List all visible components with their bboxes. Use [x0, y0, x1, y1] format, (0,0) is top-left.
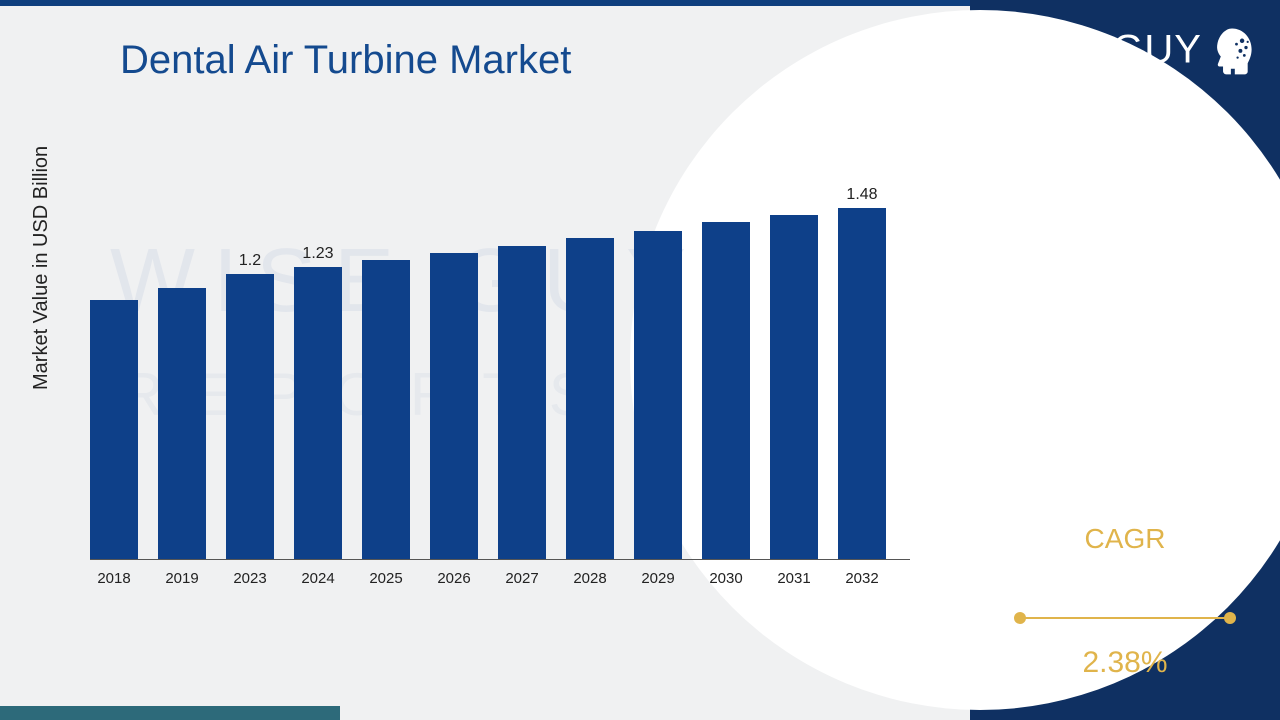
brand-name-main: WISE GUY: [994, 24, 1260, 80]
brand-logo: WISE GUY REPORTS: [994, 24, 1260, 97]
bar-rect: [90, 300, 138, 559]
bar-2019: 2019: [158, 288, 206, 559]
bar-value-label: 1.2: [239, 252, 261, 270]
y-axis-label: Market Value in USD Billion: [30, 146, 53, 390]
chart-title: Dental Air Turbine Market: [120, 38, 571, 83]
cagr-divider-line: [1020, 608, 1230, 628]
bar-category-label: 2018: [97, 570, 130, 587]
bottom-accent-strip: [0, 706, 340, 720]
bar-2028: 2028: [566, 238, 614, 559]
head-icon: [1204, 24, 1260, 80]
bar-category-label: 2032: [845, 570, 878, 587]
bar-rect: [362, 260, 410, 559]
bar-chart: 201820191.220231.23202420252026202720282…: [80, 180, 910, 600]
cagr-dot-right-icon: [1224, 612, 1236, 624]
bar-rect: [430, 253, 478, 559]
bar-rect: [226, 274, 274, 559]
bar-rect: [838, 208, 886, 560]
bar-2027: 2027: [498, 246, 546, 560]
bar-2029: 2029: [634, 231, 682, 559]
bar-category-label: 2031: [777, 570, 810, 587]
cagr-block: CAGR (2019-2032) 2.38%: [1000, 523, 1250, 680]
bar-category-label: 2027: [505, 570, 538, 587]
bar-2030: 2030: [702, 222, 750, 559]
bar-category-label: 2030: [709, 570, 742, 587]
bar-rect: [498, 246, 546, 560]
cagr-value: 2.38%: [1000, 646, 1250, 680]
bar-rect: [770, 215, 818, 559]
bar-rect: [158, 288, 206, 559]
bar-category-label: 2019: [165, 570, 198, 587]
bar-2031: 2031: [770, 215, 818, 559]
bar-category-label: 2024: [301, 570, 334, 587]
bar-2018: 2018: [90, 300, 138, 559]
bar-rect: [634, 231, 682, 559]
bar-category-label: 2028: [573, 570, 606, 587]
bar-2023: 1.22023: [226, 252, 274, 559]
brand-name-text: WISE GUY: [994, 28, 1202, 72]
cagr-range: (2019-2032): [1000, 557, 1250, 588]
bar-2026: 2026: [430, 253, 478, 559]
bar-value-label: 1.48: [846, 186, 877, 204]
cagr-label: CAGR: [1000, 523, 1250, 555]
bar-2025: 2025: [362, 260, 410, 559]
bars-plot-area: 2018 2019 1.22023 1.232024 2025 2026 2027 2028 2…: [90, 180, 910, 560]
bar-value-label: 1.23: [302, 245, 333, 263]
bar-2032: 1.482032: [838, 186, 886, 560]
bar-rect: [294, 267, 342, 559]
bar-2024: 1.232024: [294, 245, 342, 559]
bar-rect: [566, 238, 614, 559]
bar-category-label: 2025: [369, 570, 402, 587]
cagr-dot-left-icon: [1014, 612, 1026, 624]
bar-rect: [702, 222, 750, 559]
bar-category-label: 2026: [437, 570, 470, 587]
bar-category-label: 2029: [641, 570, 674, 587]
bar-category-label: 2023: [233, 570, 266, 587]
